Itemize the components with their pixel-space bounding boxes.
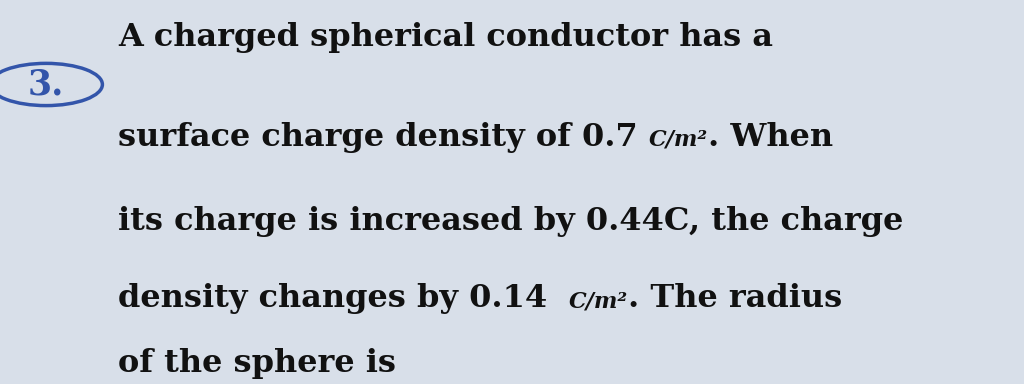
Text: . The radius: . The radius [629,283,843,314]
Text: of the sphere is: of the sphere is [118,349,395,379]
Text: surface charge density of 0.7: surface charge density of 0.7 [118,122,648,153]
Text: 3.: 3. [28,68,65,101]
Text: C/m²: C/m² [569,290,629,312]
Text: its charge is increased by 0.44C, the charge: its charge is increased by 0.44C, the ch… [118,207,903,237]
Text: A charged spherical conductor has a: A charged spherical conductor has a [118,22,773,53]
Text: C/m²: C/m² [648,129,708,151]
Text: . When: . When [708,122,833,153]
Text: density changes by 0.14: density changes by 0.14 [118,283,569,314]
